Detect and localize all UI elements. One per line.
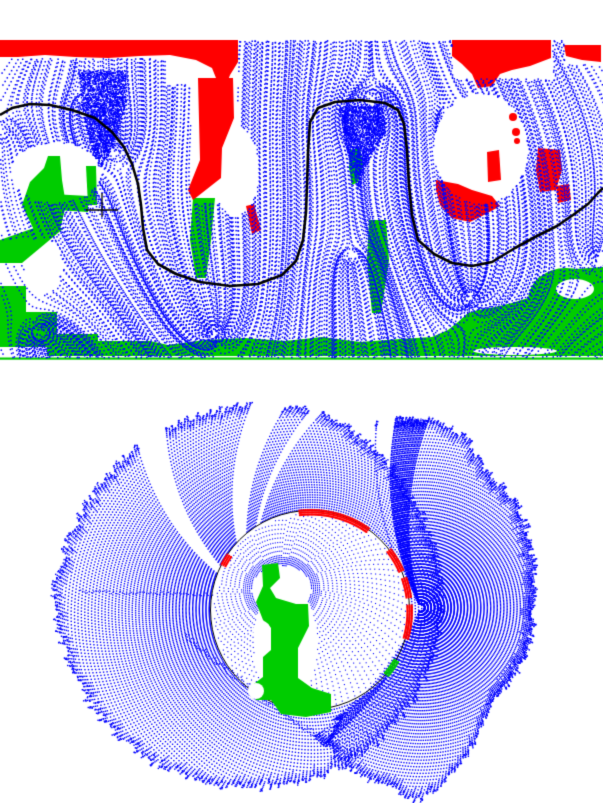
synoptic-field-map-panel [0, 0, 603, 380]
polar-field-projection-panel [0, 380, 603, 803]
